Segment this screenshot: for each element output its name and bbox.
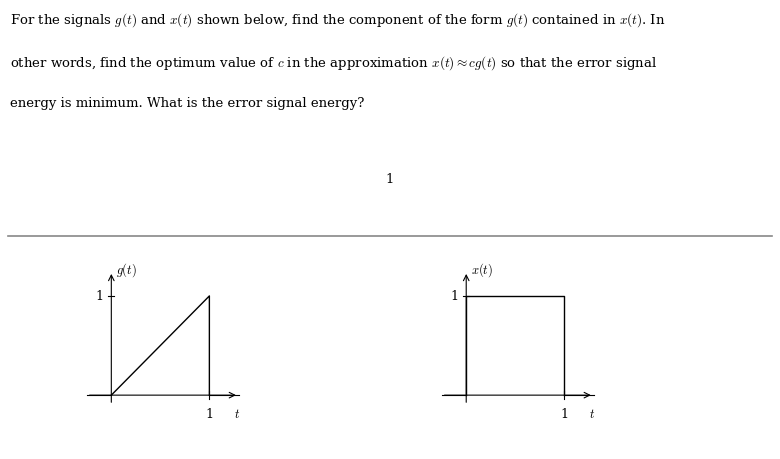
Text: 1: 1 <box>95 290 104 303</box>
Text: $x(t)$: $x(t)$ <box>471 261 493 279</box>
Text: 1: 1 <box>205 407 214 420</box>
Text: $g(t)$: $g(t)$ <box>116 261 137 279</box>
Text: 1: 1 <box>450 290 459 303</box>
Text: energy is minimum. What is the error signal energy?: energy is minimum. What is the error sig… <box>10 97 364 110</box>
Text: $t$: $t$ <box>234 407 240 420</box>
Text: 1: 1 <box>560 407 569 420</box>
Text: For the signals $g(t)$ and $x(t)$ shown below, find the component of the form $g: For the signals $g(t)$ and $x(t)$ shown … <box>10 11 665 28</box>
Text: 1: 1 <box>386 173 394 185</box>
Text: $t$: $t$ <box>589 407 595 420</box>
Text: other words, find the optimum value of $c$ in the approximation $x(t) \approx cg: other words, find the optimum value of $… <box>10 54 658 72</box>
